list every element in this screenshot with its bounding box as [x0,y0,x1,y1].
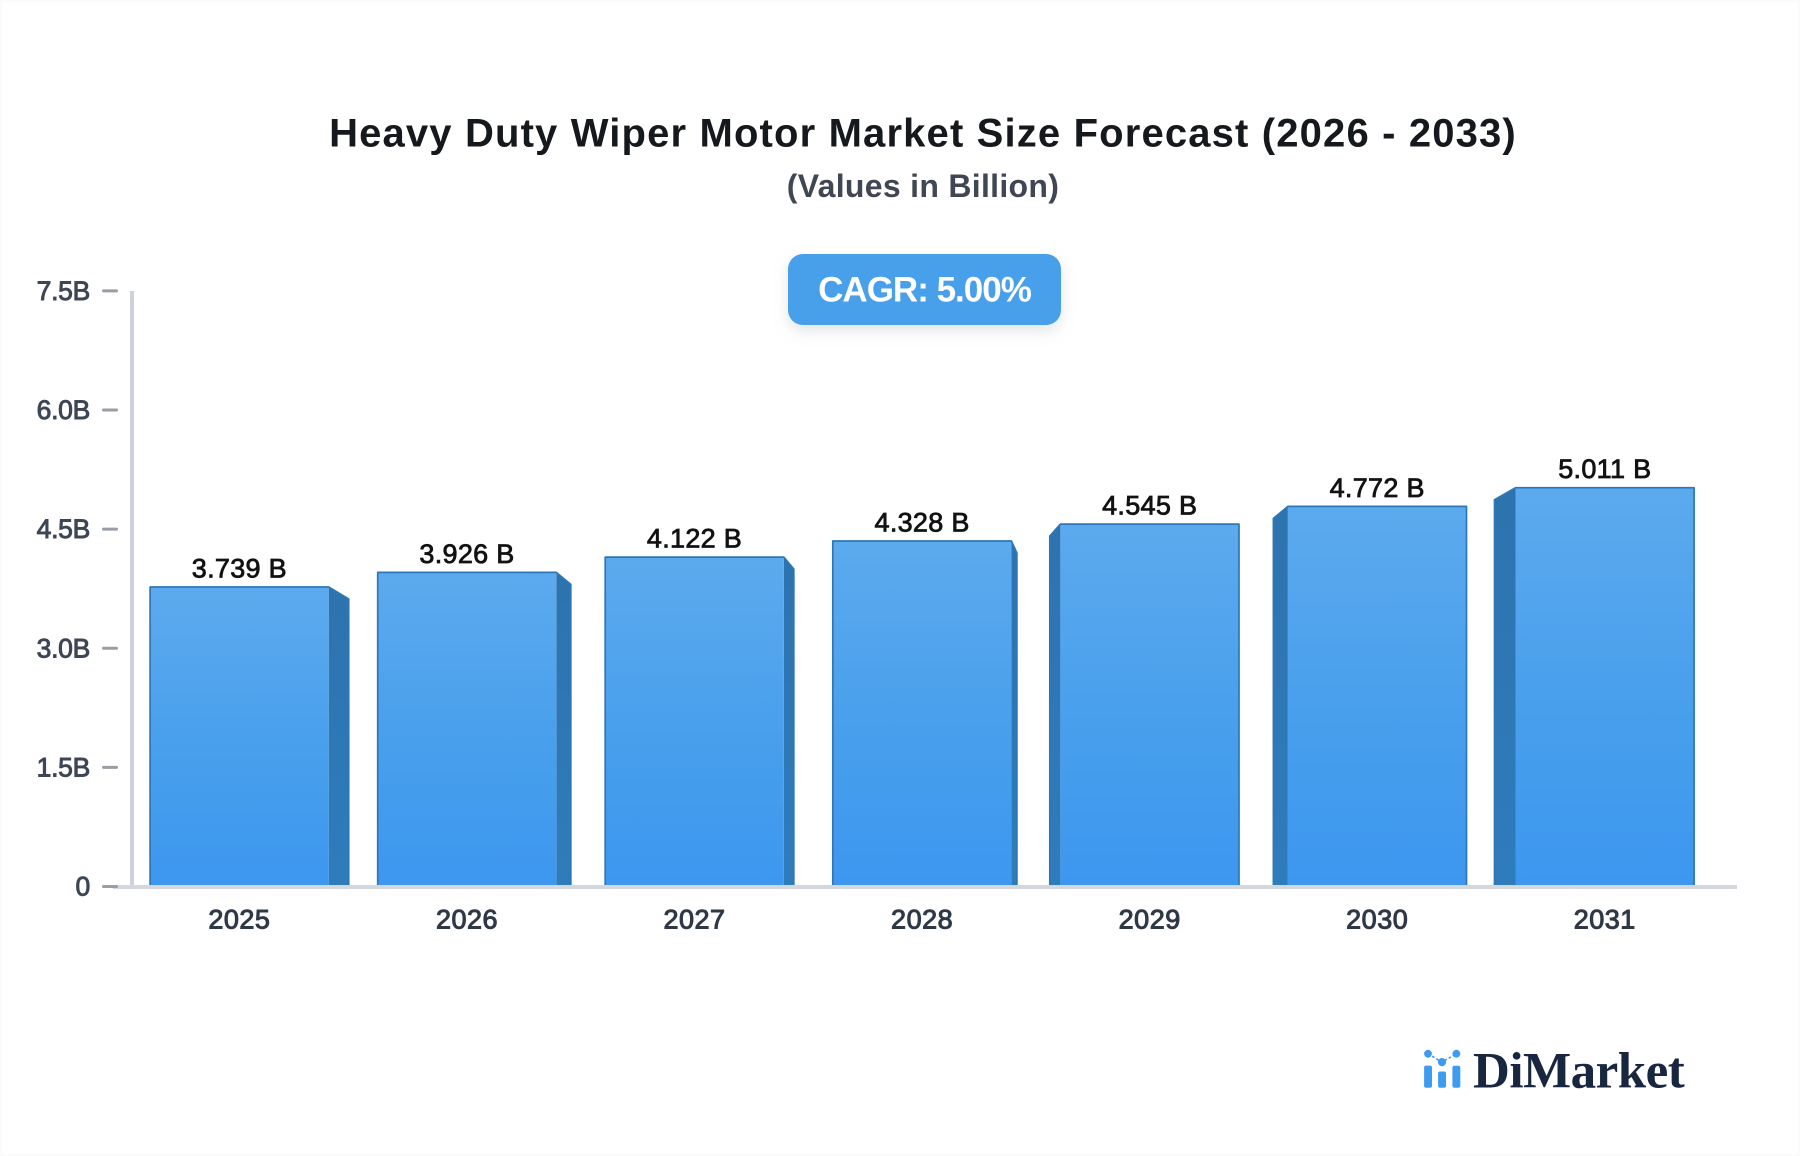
svg-text:1.5B: 1.5B [37,752,90,782]
svg-text:3.926 B: 3.926 B [419,539,514,569]
svg-text:4.772 B: 4.772 B [1330,473,1425,503]
svg-text:3.0B: 3.0B [37,633,90,663]
svg-text:0: 0 [76,872,90,902]
svg-text:4.5B: 4.5B [37,514,90,544]
svg-text:2027: 2027 [663,905,725,935]
svg-text:2025: 2025 [208,905,270,935]
svg-text:2030: 2030 [1346,905,1408,935]
svg-text:Heavy Duty Wiper Motor Market: Heavy Duty Wiper Motor Market Size Forec… [329,112,1517,156]
svg-text:2031: 2031 [1574,905,1636,935]
svg-text:5.011 B: 5.011 B [1558,454,1651,484]
svg-text:4.328 B: 4.328 B [875,508,970,538]
svg-text:2028: 2028 [891,905,953,935]
svg-text:(Values in Billion): (Values in Billion) [787,168,1059,204]
svg-text:DiMarket: DiMarket [1473,1044,1685,1100]
svg-text:4.122 B: 4.122 B [647,524,742,554]
svg-text:3.739 B: 3.739 B [192,554,287,584]
svg-text:2029: 2029 [1119,905,1181,935]
svg-text:7.5B: 7.5B [37,276,90,306]
svg-text:4.545 B: 4.545 B [1102,491,1197,521]
svg-text:6.0B: 6.0B [37,395,90,425]
svg-text:CAGR: 5.00%: CAGR: 5.00% [818,271,1032,310]
svg-text:2026: 2026 [436,905,498,935]
